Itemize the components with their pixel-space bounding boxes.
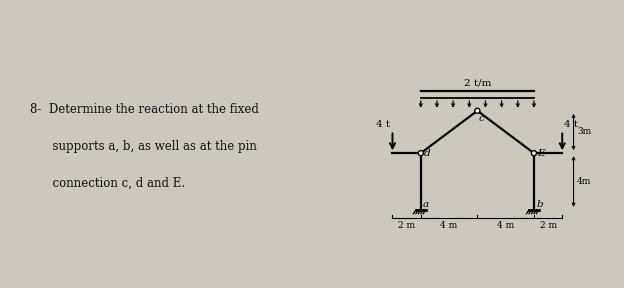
Text: 2 m: 2 m: [540, 221, 557, 230]
Text: b: b: [536, 200, 543, 209]
Circle shape: [532, 151, 537, 156]
Text: 4 t: 4 t: [564, 120, 578, 129]
Text: E: E: [537, 149, 544, 158]
Text: a: a: [423, 200, 429, 209]
Text: 2 m: 2 m: [398, 221, 415, 230]
Text: d: d: [424, 149, 430, 158]
Text: supports a, b, as well as at the pin: supports a, b, as well as at the pin: [30, 140, 256, 153]
Text: 4 m: 4 m: [497, 221, 514, 230]
Text: 4m: 4m: [577, 177, 592, 186]
Circle shape: [418, 151, 423, 156]
Text: 8-  Determine the reaction at the fixed: 8- Determine the reaction at the fixed: [30, 103, 258, 116]
Text: c: c: [479, 114, 484, 123]
Text: 3m: 3m: [577, 128, 592, 137]
Text: 2 t/m: 2 t/m: [464, 78, 491, 88]
Text: 4 m: 4 m: [441, 221, 457, 230]
Text: 4 t: 4 t: [376, 120, 391, 129]
Circle shape: [475, 108, 480, 113]
Text: connection c, d and E.: connection c, d and E.: [30, 177, 185, 190]
